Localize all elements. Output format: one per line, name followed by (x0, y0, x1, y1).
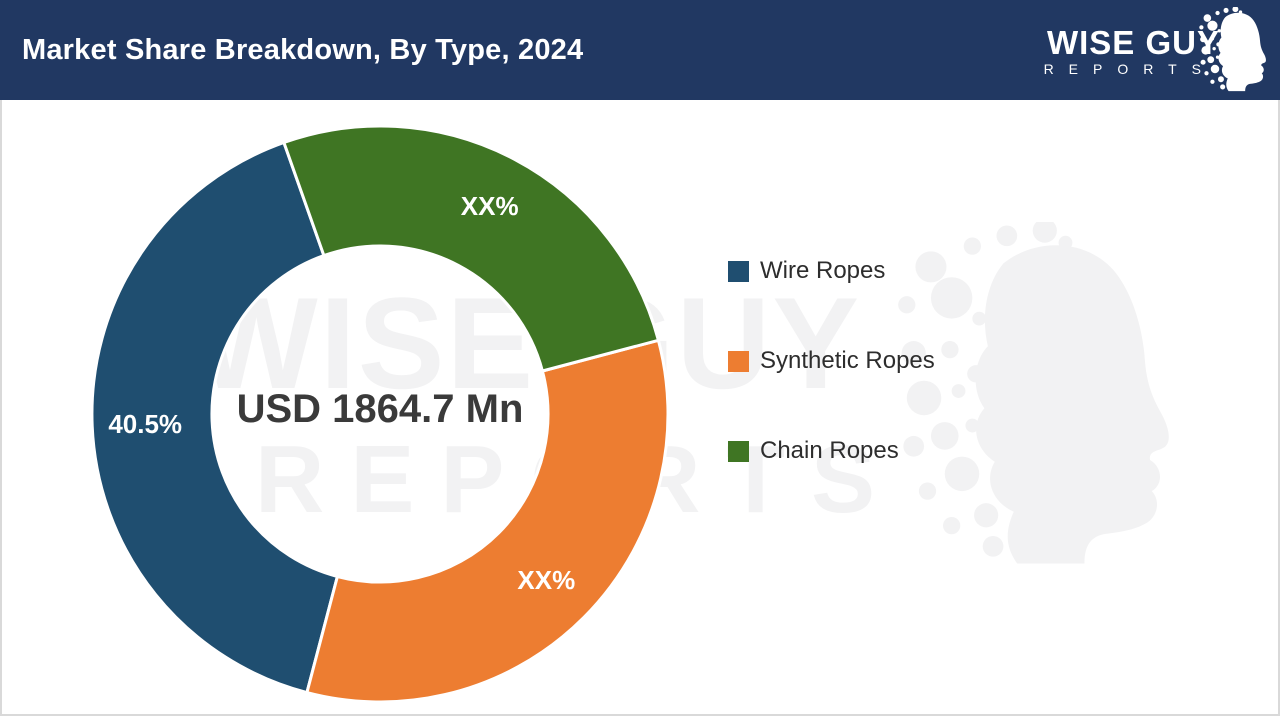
segment-percentage-label: XX% (517, 565, 575, 595)
chart-center-value: USD 1864.7 Mn (236, 387, 524, 431)
legend-label-chain-ropes: Chain Ropes (760, 437, 899, 464)
legend-item-wire-ropes: Wire Ropes (728, 256, 935, 286)
chart-legend: Wire Ropes Synthetic Ropes Chain Ropes (728, 256, 935, 526)
wiseguy-face-logo-icon (1199, 7, 1266, 92)
chart-title: Market Share Breakdown, By Type, 2024 (22, 33, 584, 66)
legend-swatch-wire-ropes (728, 260, 749, 282)
legend-label-wire-ropes: Wire Ropes (760, 257, 886, 284)
donut-segment-wire-ropes (90, 141, 339, 695)
legend-item-chain-ropes: Chain Ropes (728, 436, 935, 466)
donut-segment-chain-ropes (282, 124, 660, 373)
segment-percentage-label: XX% (461, 191, 519, 221)
legend-label-synthetic-ropes: Synthetic Ropes (760, 347, 935, 374)
legend-swatch-chain-ropes (728, 440, 749, 462)
legend-swatch-synthetic-ropes (728, 350, 749, 372)
logo-wordmark: WISE GUY (1046, 24, 1220, 61)
donut-segment-synthetic-ropes (305, 338, 670, 704)
header-bar: Market Share Breakdown, By Type, 2024 WI… (0, 0, 1280, 100)
logo-subtitle: REPORTS (1043, 61, 1216, 77)
segment-percentage-label: 40.5% (108, 409, 182, 439)
wiseguy-logo: WISE GUY REPORTS (1040, 0, 1280, 100)
legend-item-synthetic-ropes: Synthetic Ropes (728, 346, 935, 376)
